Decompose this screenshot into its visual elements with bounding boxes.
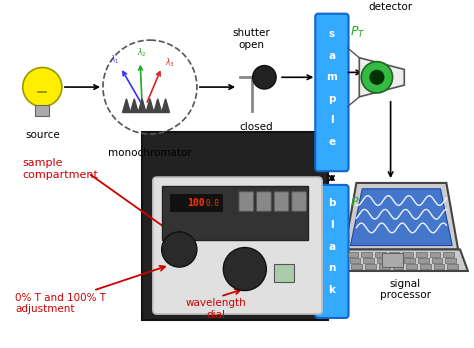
Polygon shape <box>154 99 162 112</box>
Text: a: a <box>328 51 336 61</box>
Text: $P_T$: $P_T$ <box>350 24 366 40</box>
Text: l: l <box>330 220 334 230</box>
Bar <box>375 252 386 257</box>
Bar <box>377 258 388 263</box>
Text: shutter
open: shutter open <box>233 28 271 50</box>
Text: 100: 100 <box>187 198 205 208</box>
Text: p: p <box>328 94 336 104</box>
Bar <box>382 253 403 267</box>
Bar <box>162 186 309 240</box>
Text: $\lambda_3$: $\lambda_3$ <box>164 56 174 69</box>
Text: k: k <box>328 285 336 295</box>
Bar <box>391 258 401 263</box>
FancyBboxPatch shape <box>239 192 254 211</box>
Bar <box>351 264 362 269</box>
Polygon shape <box>345 183 458 250</box>
Polygon shape <box>162 99 170 112</box>
Circle shape <box>223 247 266 291</box>
Bar <box>170 193 223 212</box>
Text: 0.0: 0.0 <box>206 199 219 208</box>
Bar <box>142 132 328 320</box>
Text: $\lambda_1$: $\lambda_1$ <box>110 54 119 66</box>
Circle shape <box>23 68 62 106</box>
Text: s: s <box>329 29 335 39</box>
Bar <box>361 252 372 257</box>
Text: signal
processor: signal processor <box>380 279 431 300</box>
Bar <box>392 264 403 269</box>
Circle shape <box>253 65 276 89</box>
Text: e: e <box>328 137 336 147</box>
Text: source: source <box>25 130 60 140</box>
Bar <box>444 252 454 257</box>
Bar <box>402 252 413 257</box>
Circle shape <box>361 62 392 93</box>
FancyBboxPatch shape <box>315 14 348 171</box>
Bar <box>404 258 415 263</box>
Bar <box>418 258 429 263</box>
Text: wavelength
dial: wavelength dial <box>185 298 246 320</box>
Bar <box>446 258 456 263</box>
Text: $\lambda_2$: $\lambda_2$ <box>137 47 147 59</box>
Polygon shape <box>130 99 138 112</box>
Polygon shape <box>146 99 154 112</box>
Polygon shape <box>138 99 146 112</box>
Bar <box>379 264 390 269</box>
Text: a: a <box>328 242 336 252</box>
FancyBboxPatch shape <box>315 185 348 318</box>
Bar <box>406 264 417 269</box>
Polygon shape <box>359 58 404 97</box>
Circle shape <box>162 232 197 267</box>
Bar <box>36 105 49 117</box>
Polygon shape <box>123 99 130 112</box>
Text: sample
compartment: sample compartment <box>23 158 99 180</box>
Bar <box>434 264 445 269</box>
Text: closed: closed <box>240 122 273 132</box>
Bar <box>347 252 358 257</box>
Bar <box>432 258 442 263</box>
Bar <box>363 258 374 263</box>
Bar <box>447 264 458 269</box>
Circle shape <box>370 70 384 84</box>
Text: n: n <box>328 263 336 273</box>
Bar <box>349 258 360 263</box>
FancyBboxPatch shape <box>153 177 322 314</box>
Bar <box>416 252 427 257</box>
FancyBboxPatch shape <box>274 192 289 211</box>
Bar <box>430 252 440 257</box>
Text: $P_0$: $P_0$ <box>350 196 365 211</box>
Bar <box>389 252 400 257</box>
FancyBboxPatch shape <box>292 192 307 211</box>
Polygon shape <box>350 189 452 246</box>
Bar <box>365 264 376 269</box>
Bar <box>274 264 294 282</box>
Text: 0% T and 100% T
adjustment: 0% T and 100% T adjustment <box>15 293 106 314</box>
FancyBboxPatch shape <box>256 192 271 211</box>
Bar <box>420 264 431 269</box>
Text: monochromator: monochromator <box>108 148 192 158</box>
Text: detector: detector <box>369 2 413 12</box>
Text: l: l <box>330 115 334 125</box>
Text: b: b <box>328 198 336 208</box>
Polygon shape <box>335 250 468 271</box>
Text: m: m <box>327 72 337 82</box>
